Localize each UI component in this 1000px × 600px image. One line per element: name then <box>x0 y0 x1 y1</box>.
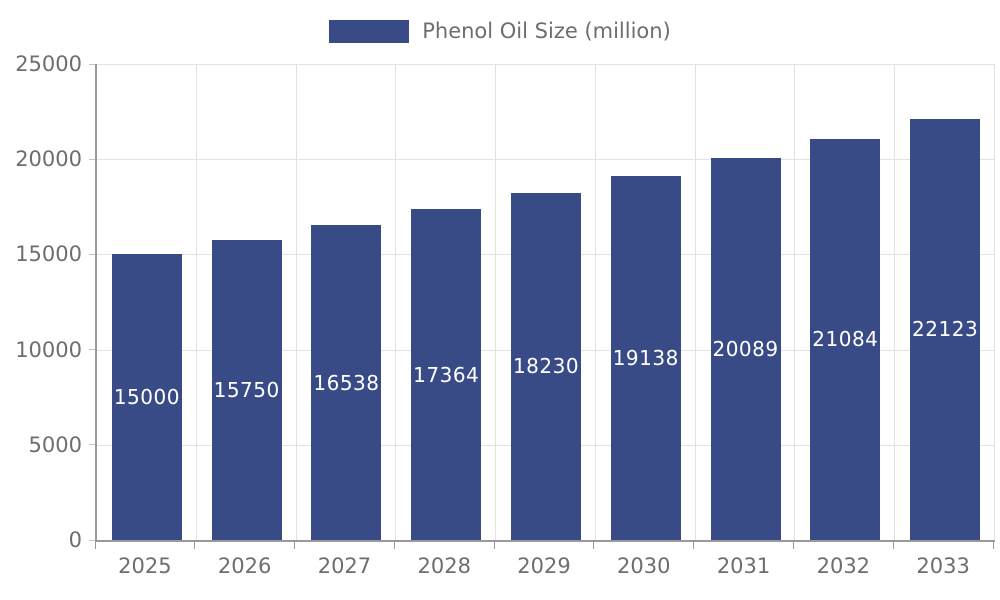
x-axis-tick-mark <box>792 540 794 549</box>
y-axis-tick-mark <box>89 349 95 351</box>
x-axis-tick-mark <box>693 540 695 549</box>
y-axis-tick-label: 15000 <box>15 242 82 267</box>
x-axis-category-label: 2031 <box>716 554 771 578</box>
gridline-vertical <box>794 64 796 540</box>
gridline-vertical <box>395 64 397 540</box>
gridline-vertical <box>694 64 696 540</box>
x-axis-category-label: 2027 <box>317 554 372 578</box>
bar-2030[interactable]: 19138 <box>610 175 681 540</box>
x-axis-tick-mark <box>194 540 196 549</box>
bar-value-label: 17364 <box>413 362 480 387</box>
gridline-vertical <box>994 64 995 540</box>
bar-value-label: 19138 <box>612 345 679 370</box>
x-axis-tick-mark <box>593 540 595 549</box>
y-axis-tick-mark <box>89 253 95 255</box>
y-axis-tick-label: 25000 <box>15 52 82 76</box>
x-axis-tick-mark <box>294 540 296 549</box>
y-axis-tick-mark <box>89 63 95 65</box>
x-axis-tick-mark <box>892 540 894 549</box>
y-axis-tick-mark <box>89 539 95 541</box>
bar-value-label: 15750 <box>213 378 280 403</box>
gridline-vertical <box>594 64 596 540</box>
bar-value-label: 18230 <box>512 354 580 379</box>
gridline-horizontal <box>97 159 995 161</box>
bar-2027[interactable]: 16538 <box>311 225 382 540</box>
gridline-vertical <box>495 64 497 540</box>
gridline-vertical <box>195 64 197 540</box>
x-axis-tick-mark <box>493 540 495 549</box>
bar-value-label: 20089 <box>712 336 779 361</box>
bar-2031[interactable]: 20089 <box>710 157 781 540</box>
x-axis-category-label: 2033 <box>916 554 970 578</box>
gridline-horizontal <box>97 64 995 65</box>
x-axis-category-label: 2029 <box>517 554 571 578</box>
y-axis-tick-mark <box>89 444 95 446</box>
x-axis-tick-mark <box>992 540 994 549</box>
x-axis-category-label: 2032 <box>816 554 871 578</box>
x-axis-category-label: 2026 <box>217 554 272 578</box>
bar-2025[interactable]: 15000 <box>111 254 182 540</box>
bar-value-label: 22123 <box>912 317 979 342</box>
x-axis-tick-mark <box>94 540 96 549</box>
gridline-vertical <box>894 64 896 540</box>
bar-value-label: 15000 <box>113 385 180 410</box>
bar-2026[interactable]: 15750 <box>211 240 282 540</box>
legend-swatch-icon <box>329 19 410 43</box>
plot-area: 15000 15750 16538 17364 18230 19138 20089 21084… <box>95 64 995 542</box>
bar-2032[interactable]: 21084 <box>810 138 881 540</box>
bar-value-label: 21084 <box>812 327 879 352</box>
bar-2033[interactable]: 22123 <box>910 118 981 540</box>
y-axis-tick-mark <box>89 158 95 160</box>
y-axis-tick-label: 0 <box>68 528 82 552</box>
x-axis-tick-mark <box>393 540 395 549</box>
gridline-vertical <box>295 64 297 540</box>
y-axis-tick-label: 5000 <box>28 432 82 457</box>
legend-label: Phenol Oil Size (million) <box>422 19 671 43</box>
legend-item[interactable]: Phenol Oil Size (million) <box>0 19 1000 43</box>
y-axis-tick-label: 10000 <box>15 337 82 362</box>
x-axis-category-label: 2025 <box>118 554 172 578</box>
bar-value-label: 16538 <box>313 370 380 395</box>
y-axis-tick-label: 20000 <box>15 147 82 172</box>
x-axis-category-label: 2030 <box>617 554 671 578</box>
bar-2029[interactable]: 18230 <box>511 192 581 540</box>
x-axis-category-label: 2028 <box>417 554 471 578</box>
bar-2028[interactable]: 17364 <box>411 209 482 540</box>
